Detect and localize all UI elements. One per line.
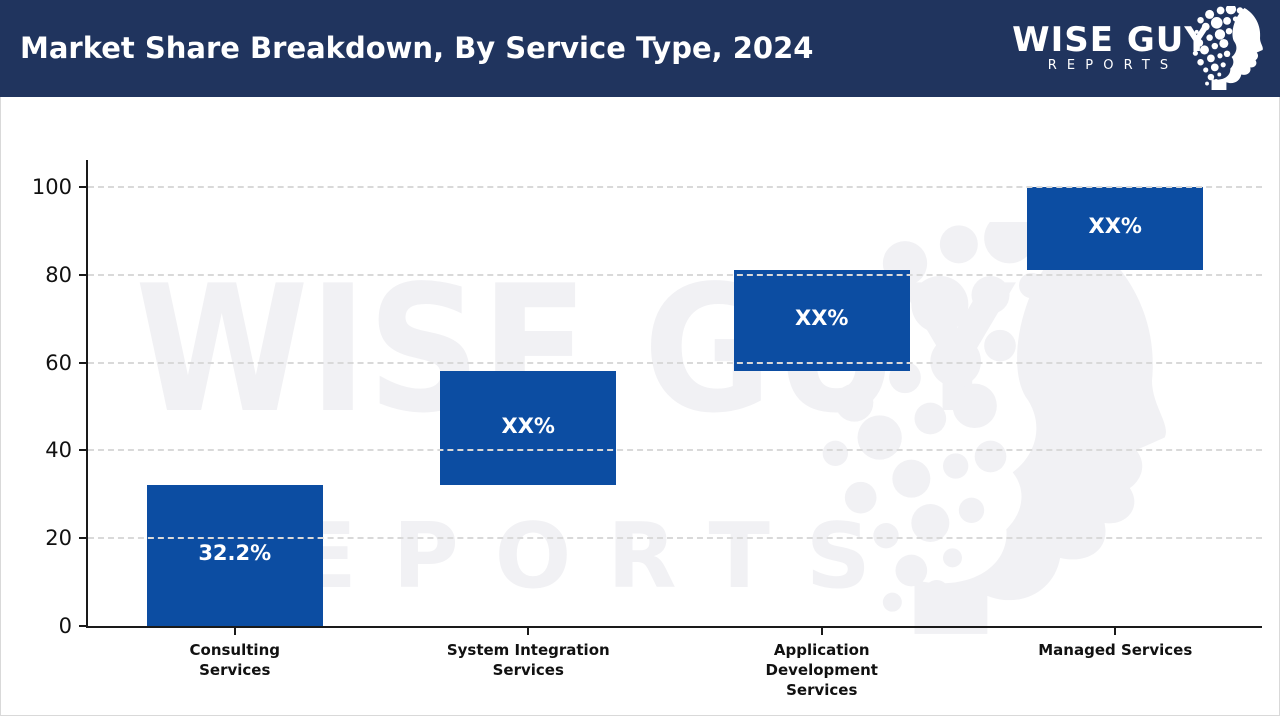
bar: [440, 371, 617, 485]
x-axis-label: System Integration Services: [388, 640, 668, 680]
gridline: [88, 449, 1262, 452]
gridline: [88, 273, 1262, 276]
x-axis-tick: [820, 628, 823, 635]
y-axis-tick: [79, 361, 88, 364]
x-axis-label-line: Services: [786, 681, 858, 699]
wise-guy-logo: WISE GUY REPORTS: [1012, 6, 1268, 90]
logo-text: WISE GUY REPORTS: [1012, 22, 1210, 74]
bar: [733, 269, 910, 372]
gridline: [88, 186, 1262, 188]
x-axis-label-line: Consulting: [189, 641, 280, 659]
x-axis-tick: [1114, 628, 1117, 635]
x-axis-line: [86, 626, 1262, 628]
gridline: [88, 537, 1262, 540]
x-axis-label: Consulting Services: [95, 640, 375, 680]
bar-value-label: XX%: [795, 306, 849, 331]
y-axis-tick-label: 80: [45, 262, 72, 287]
logo-subtitle: REPORTS: [1047, 58, 1179, 73]
page-title: Market Share Breakdown, By Service Type,…: [20, 31, 814, 65]
y-axis-line: [86, 160, 88, 628]
y-axis-tick-label: 0: [58, 614, 72, 638]
bar-value-label: XX%: [501, 414, 555, 438]
y-axis-tick: [79, 273, 88, 276]
x-axis-label: Application Development Services: [682, 640, 962, 700]
bar: [1027, 187, 1204, 270]
x-axis-label-line: Development: [765, 661, 878, 679]
y-axis-tick-label: 60: [45, 350, 72, 375]
x-axis-label-line: Application: [773, 641, 870, 659]
x-axis-label-line: Managed Services: [1038, 641, 1193, 659]
x-axis-label: Managed Services: [975, 640, 1255, 660]
x-axis-label-line: System Integration: [446, 641, 610, 659]
bar-value-label: 32.2%: [198, 541, 272, 566]
gridline: [88, 361, 1262, 364]
y-axis-tick-label: 40: [45, 438, 72, 463]
y-axis-tick-label: 100: [31, 175, 72, 199]
y-axis-tick: [79, 449, 88, 452]
logo-wordmark: WISE GUY: [1012, 20, 1210, 60]
bar: [146, 484, 323, 626]
bar-value-label: XX%: [1088, 214, 1142, 239]
x-axis-tick: [527, 628, 530, 635]
x-axis-label-line: Services: [199, 661, 271, 679]
x-axis-tick: [233, 628, 236, 635]
x-axis-label-line: Services: [492, 661, 564, 679]
y-axis-tick: [79, 186, 88, 188]
y-axis-tick: [79, 625, 88, 627]
header-bar: Market Share Breakdown, By Service Type,…: [0, 0, 1280, 97]
y-axis-tick-label: 20: [45, 526, 72, 551]
y-axis-tick: [79, 537, 88, 540]
